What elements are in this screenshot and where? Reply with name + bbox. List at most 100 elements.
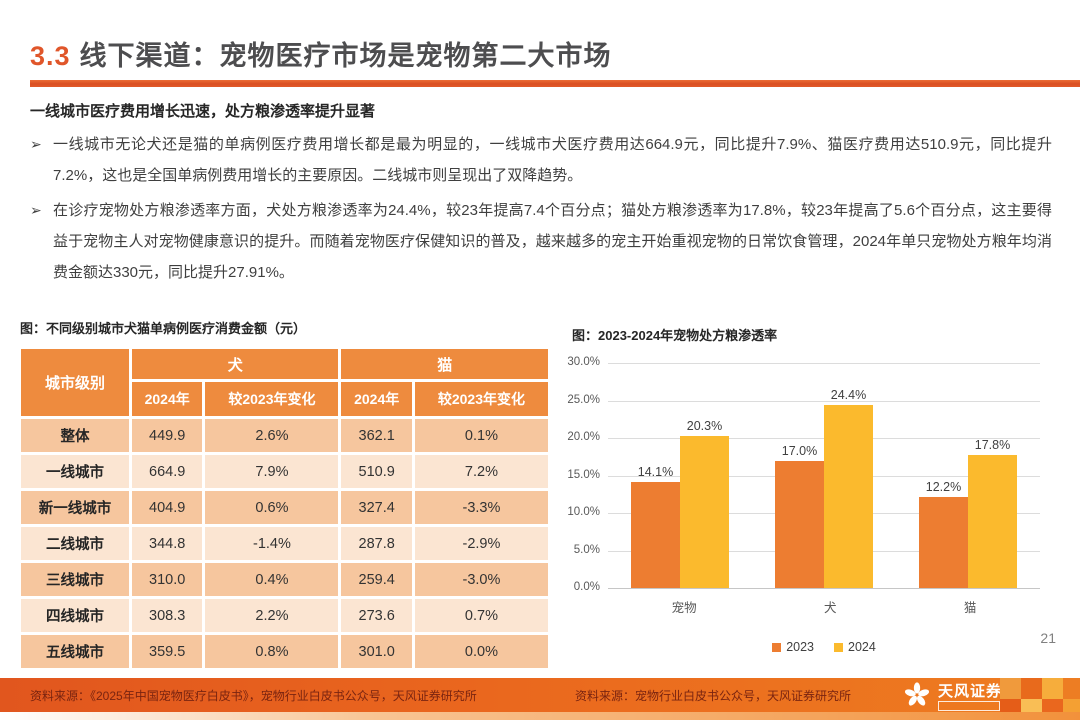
row-label: 五线城市: [21, 635, 129, 668]
tianfeng-flower-icon: [903, 681, 931, 714]
row-label: 整体: [21, 419, 129, 452]
y-tick-label: 0.0%: [573, 581, 600, 593]
y-tick-label: 25.0%: [567, 393, 600, 406]
city-medical-cost-table: 城市级别 犬 猫 2024年 较2023年变化 2024年 较2023年变化 整…: [18, 346, 551, 671]
cell: 310.0: [132, 563, 203, 596]
y-tick-label: 20.0%: [567, 431, 600, 443]
subheader: 较2023年变化: [414, 382, 548, 416]
y-tick-label: 15.0%: [567, 468, 600, 481]
source-note-right: 资料来源：宠物行业白皮书公众号，天风证券研究所: [575, 689, 852, 703]
table-row: 一线城市 664.9 7.9% 510.9 7.2%: [21, 455, 548, 488]
footer-bar: 资料来源：《2025年中国宠物医疗白皮书》，宠物行业白皮书公众号，天风证券研究所…: [0, 678, 1080, 712]
brand-block: 天风证券: [903, 681, 1002, 714]
subheader: 较2023年变化: [205, 382, 339, 416]
gridline: [608, 588, 1040, 589]
subheader: 2024年: [132, 382, 203, 416]
bar: [680, 435, 729, 588]
penetration-bar-chart: 30.0% 25.0% 20.0% 15.0% 10.0% 5.0% 0.0% 14.1% 2…: [562, 345, 1040, 654]
bar-2023-犬: 17.0%: [775, 443, 824, 588]
cell: 0.1%: [414, 419, 548, 452]
cell: 344.8: [132, 527, 203, 560]
table-row: 五线城市 359.5 0.8% 301.0 0.0%: [21, 635, 548, 668]
table-subheader-row: 2024年 较2023年变化 2024年 较2023年变化: [21, 382, 548, 416]
bar: [968, 454, 1017, 588]
cell: 0.4%: [205, 563, 339, 596]
cell: 7.9%: [205, 455, 339, 488]
footer-mosaic: [1000, 678, 1080, 712]
chart-caption: 图：2023-2024年宠物处方粮渗透率: [572, 328, 778, 343]
cell: 308.3: [132, 599, 203, 632]
y-tick-label: 10.0%: [567, 506, 600, 518]
cell: -3.0%: [414, 563, 548, 596]
cell: 0.7%: [414, 599, 548, 632]
page-number: 21: [1040, 630, 1056, 646]
bullet-item: ➢ 一线城市无论犬还是猫的单病例医疗费用增长都是最为明显的，一线城市犬医疗费用达…: [30, 129, 1052, 191]
cell: 664.9: [132, 455, 203, 488]
legend-item-2023: 2023: [772, 640, 814, 654]
cell: 449.9: [132, 419, 203, 452]
cell: 0.0%: [414, 635, 548, 668]
source-note-left: 资料来源：《2025年中国宠物医疗白皮书》，宠物行业白皮书公众号，天风证券研究所: [30, 689, 477, 703]
cell: 2.2%: [205, 599, 339, 632]
row-label: 二线城市: [21, 527, 129, 560]
cell: 362.1: [341, 419, 412, 452]
gridline: [608, 400, 1040, 402]
bar: [775, 460, 824, 588]
header-city-level: 城市级别: [21, 349, 129, 416]
page-title: 3.3 线下渠道：宠物医疗市场是宠物第二大市场: [30, 34, 612, 73]
table-caption: 图：不同级别城市犬猫单病例医疗消费金额（元）: [20, 321, 307, 336]
bar-2024-猫: 17.8%: [968, 437, 1017, 588]
section-subtitle: 一线城市医疗费用增长迅速，处方粮渗透率提升显著: [30, 103, 376, 120]
cell: 510.9: [341, 455, 412, 488]
bar-group-猫: 12.2% 17.8%: [919, 437, 1017, 588]
y-tick-label: 5.0%: [573, 543, 600, 556]
header-dog-group: 犬: [132, 349, 339, 379]
legend-item-2024: 2024: [834, 640, 876, 654]
bar-2023-宠物: 14.1%: [631, 465, 680, 588]
cell: 2.6%: [205, 419, 339, 452]
bar: [631, 482, 680, 588]
chart-body: 30.0% 25.0% 20.0% 15.0% 10.0% 5.0% 0.0% 14.1% 2…: [562, 356, 1040, 593]
bar: [824, 405, 873, 588]
legend-swatch-2023: [772, 642, 782, 652]
table-row: 三线城市 310.0 0.4% 259.4 -3.0%: [21, 563, 548, 596]
cell: 287.8: [341, 527, 412, 560]
bar-value-label: 17.8%: [974, 437, 1011, 452]
bar-value-label: 20.3%: [686, 418, 723, 433]
cell: 359.5: [132, 635, 203, 668]
bar: [919, 496, 968, 588]
cell: 404.9: [132, 491, 203, 524]
row-label: 三线城市: [21, 563, 129, 596]
brand-name: 天风证券: [938, 683, 1003, 700]
y-tick-label: 30.0%: [567, 356, 600, 368]
cell: 7.2%: [414, 455, 548, 488]
cell: 0.6%: [205, 491, 339, 524]
gridline: [608, 363, 1040, 364]
table-row: 二线城市 344.8 -1.4% 287.8 -2.9%: [21, 527, 548, 560]
bar-value-label: 24.4%: [830, 388, 867, 402]
chart-plot: 14.1% 20.3% 17.0% 24.4% 12.2% 17.8%: [608, 363, 1040, 589]
bar-value-label: 14.1%: [637, 465, 674, 480]
bullet-list: ➢ 一线城市无论犬还是猫的单病例医疗费用增长都是最为明显的，一线城市犬医疗费用达…: [30, 129, 1052, 292]
cell: 327.4: [341, 491, 412, 524]
cell: 273.6: [341, 599, 412, 632]
bullet-text: 一线城市无论犬还是猫的单病例医疗费用增长都是最为明显的，一线城市犬医疗费用达66…: [53, 136, 1052, 184]
bar-2024-宠物: 20.3%: [680, 419, 729, 588]
bar-groups: 14.1% 20.3% 17.0% 24.4% 12.2% 17.8%: [608, 363, 1040, 588]
table-row: 四线城市 308.3 2.2% 273.6 0.7%: [21, 599, 548, 632]
bar-group-犬: 17.0% 24.4%: [775, 388, 873, 588]
arrow-bullet-icon: ➢: [30, 136, 42, 152]
table-row: 整体 449.9 2.6% 362.1 0.1%: [21, 419, 548, 452]
cell: -2.9%: [414, 527, 548, 560]
bullet-text: 在诊疗宠物处方粮渗透率方面，犬处方粮渗透率为24.4%，较23年提高7.4个百分…: [53, 202, 1052, 281]
bar-group-宠物: 14.1% 20.3%: [631, 419, 729, 588]
cell: -1.4%: [205, 527, 339, 560]
bar-value-label: 17.0%: [781, 443, 818, 458]
header-cat-group: 猫: [341, 349, 548, 379]
footer-bottom-strip: [0, 712, 1080, 720]
cell: -3.3%: [414, 491, 548, 524]
bar-value-label: 12.2%: [925, 479, 962, 494]
x-category-label: 宠物: [671, 601, 697, 615]
bar-2024-犬: 24.4%: [824, 388, 873, 588]
legend-swatch-2024: [834, 642, 843, 652]
